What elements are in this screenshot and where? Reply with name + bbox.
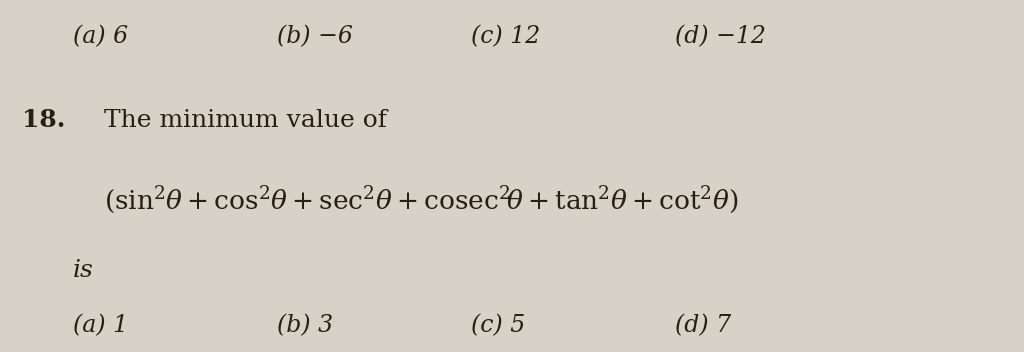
- Text: (c) 12: (c) 12: [471, 25, 541, 48]
- Text: is: is: [73, 259, 94, 282]
- Text: (d) −12: (d) −12: [676, 25, 766, 48]
- Text: 18.: 18.: [22, 108, 66, 132]
- Text: $(\sin^2\!\theta + \cos^2\!\theta + \sec^2\!\theta + \mathrm{cosec}^2\!\theta + : $(\sin^2\!\theta + \cos^2\!\theta + \sec…: [103, 184, 738, 216]
- Text: (a) 1: (a) 1: [73, 315, 128, 338]
- Text: (a) 6: (a) 6: [73, 25, 128, 48]
- Text: (b) 3: (b) 3: [278, 315, 333, 338]
- Text: (d) 7: (d) 7: [676, 315, 731, 338]
- Text: The minimum value of: The minimum value of: [103, 109, 386, 132]
- Text: (c) 5: (c) 5: [471, 315, 525, 338]
- Text: (b) −6: (b) −6: [278, 25, 353, 48]
